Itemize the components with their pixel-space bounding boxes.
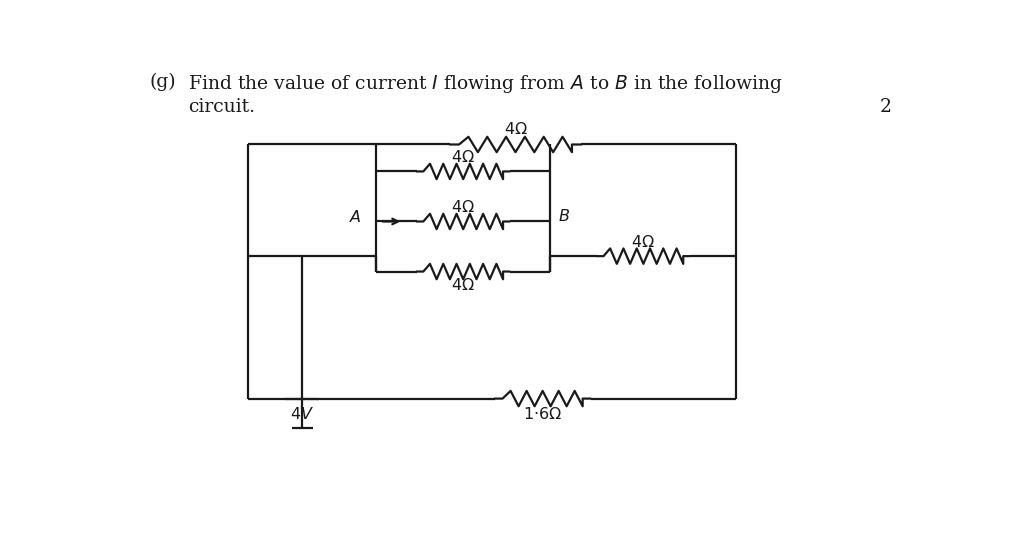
- Text: $4\Omega$: $4\Omega$: [452, 199, 475, 216]
- Text: $4V$: $4V$: [291, 406, 314, 423]
- Text: $B$: $B$: [558, 207, 570, 225]
- Text: $A$: $A$: [349, 209, 362, 226]
- Text: $1{\cdot}6\Omega$: $1{\cdot}6\Omega$: [523, 406, 562, 423]
- Text: circuit.: circuit.: [188, 97, 255, 116]
- Text: $4\Omega$: $4\Omega$: [632, 234, 655, 251]
- Text: 2: 2: [880, 97, 891, 116]
- Text: $4\Omega$: $4\Omega$: [452, 277, 475, 294]
- Text: Find the value of current $I$ flowing from $A$ to $B$ in the following: Find the value of current $I$ flowing fr…: [188, 73, 783, 95]
- Text: $4\Omega$: $4\Omega$: [452, 149, 475, 166]
- Text: $4\Omega$: $4\Omega$: [504, 121, 527, 137]
- Text: (g): (g): [150, 73, 176, 91]
